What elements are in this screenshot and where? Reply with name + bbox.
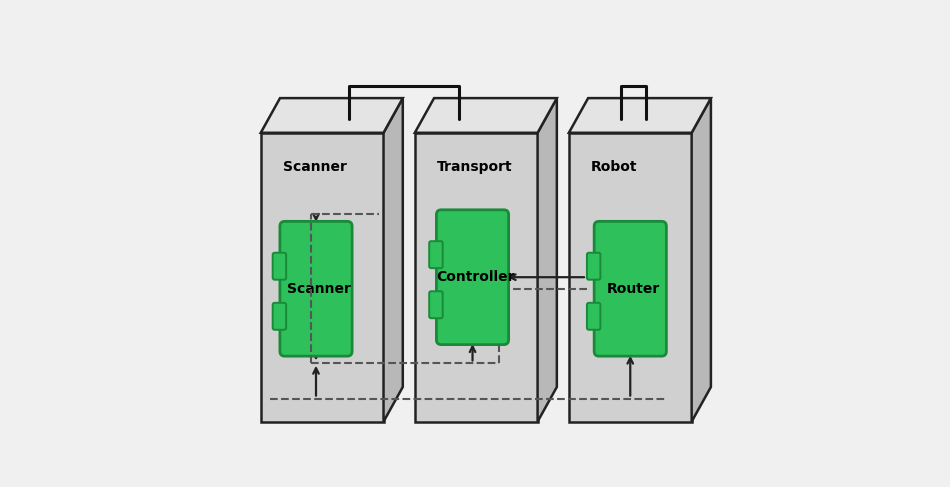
Polygon shape bbox=[538, 98, 557, 422]
Polygon shape bbox=[415, 133, 538, 422]
FancyBboxPatch shape bbox=[280, 222, 352, 356]
Polygon shape bbox=[569, 98, 711, 133]
Text: Scanner: Scanner bbox=[283, 160, 347, 174]
Polygon shape bbox=[384, 98, 403, 422]
Text: Scanner: Scanner bbox=[287, 282, 352, 296]
FancyBboxPatch shape bbox=[587, 303, 600, 330]
FancyBboxPatch shape bbox=[429, 291, 443, 318]
Text: Transport: Transport bbox=[437, 160, 513, 174]
Polygon shape bbox=[260, 98, 403, 133]
Polygon shape bbox=[692, 98, 711, 422]
Text: Controller: Controller bbox=[436, 270, 515, 284]
Polygon shape bbox=[415, 98, 557, 133]
Text: Robot: Robot bbox=[591, 160, 637, 174]
Text: Router: Router bbox=[607, 282, 660, 296]
FancyBboxPatch shape bbox=[587, 253, 600, 280]
FancyBboxPatch shape bbox=[594, 222, 666, 356]
FancyBboxPatch shape bbox=[273, 253, 286, 280]
FancyBboxPatch shape bbox=[273, 303, 286, 330]
Polygon shape bbox=[569, 133, 692, 422]
FancyBboxPatch shape bbox=[429, 241, 443, 268]
Polygon shape bbox=[260, 133, 384, 422]
FancyBboxPatch shape bbox=[436, 210, 508, 345]
